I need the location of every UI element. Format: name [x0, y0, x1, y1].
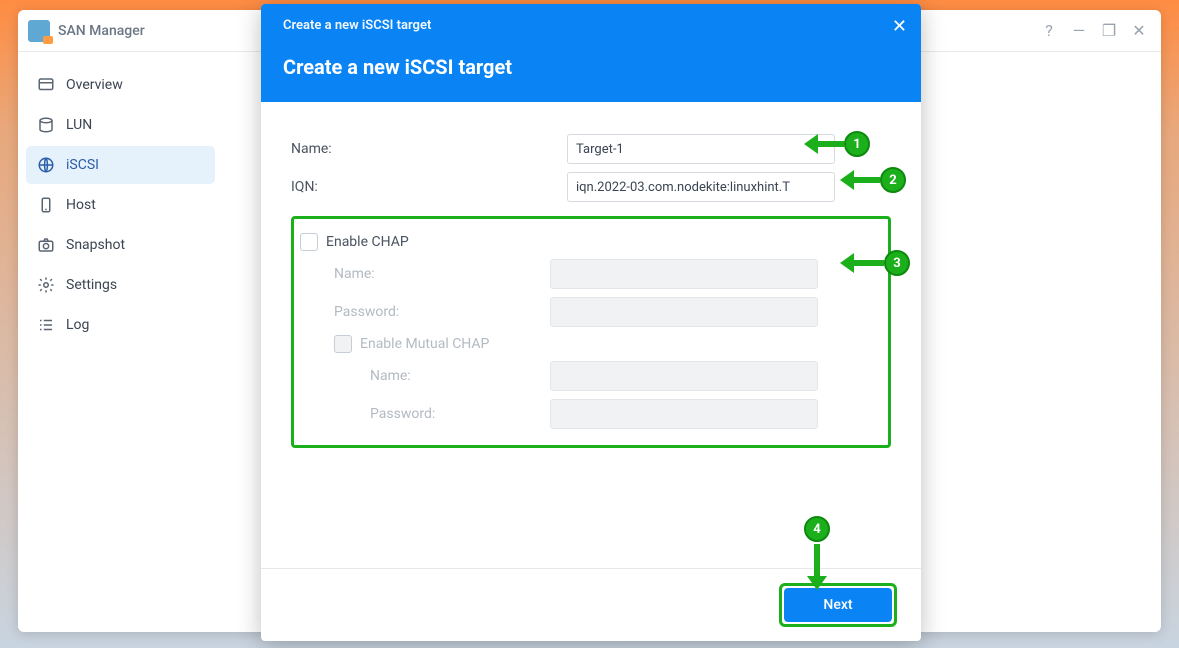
next-button[interactable]: Next — [784, 588, 892, 622]
chap-password-row: Password: — [300, 297, 878, 327]
dialog-body: Name: IQN: Enable CHAP Name: Password: E… — [261, 102, 921, 568]
mutual-name-label: Name: — [370, 368, 550, 384]
chap-name-label: Name: — [334, 266, 550, 282]
settings-icon — [36, 276, 56, 294]
chap-name-input — [550, 259, 818, 289]
chap-name-row: Name: — [300, 259, 878, 289]
name-label: Name: — [291, 141, 567, 157]
sidebar-item-settings[interactable]: Settings — [26, 266, 215, 304]
enable-mutual-chap-checkbox — [334, 335, 352, 353]
maximize-button[interactable]: ❐ — [1095, 17, 1123, 45]
snapshot-icon — [36, 236, 56, 254]
next-button-highlight: Next — [779, 583, 897, 627]
chap-password-input — [550, 297, 818, 327]
mutual-password-input — [550, 399, 818, 429]
sidebar: Overview LUN iSCSI Host Snapshot Setting… — [18, 52, 223, 632]
sidebar-item-label: Host — [66, 197, 96, 213]
sidebar-item-snapshot[interactable]: Snapshot — [26, 226, 215, 264]
dialog-title: Create a new iSCSI target — [283, 55, 899, 79]
sidebar-item-label: Settings — [66, 277, 117, 293]
chap-password-label: Password: — [334, 304, 550, 320]
iqn-row: IQN: — [291, 168, 891, 206]
dialog-header: Create a new iSCSI target ✕ Create a new… — [261, 4, 921, 102]
name-row: Name: — [291, 130, 891, 168]
enable-chap-row[interactable]: Enable CHAP — [300, 233, 878, 251]
close-button[interactable]: ✕ — [1125, 17, 1153, 45]
sidebar-item-host[interactable]: Host — [26, 186, 215, 224]
sidebar-item-log[interactable]: Log — [26, 306, 215, 344]
enable-mutual-chap-label: Enable Mutual CHAP — [360, 336, 576, 352]
dialog-small-title: Create a new iSCSI target — [283, 18, 899, 33]
sidebar-item-label: LUN — [66, 117, 92, 133]
iqn-label: IQN: — [291, 179, 567, 195]
overview-icon — [36, 76, 56, 94]
lun-icon — [36, 116, 56, 134]
sidebar-item-overview[interactable]: Overview — [26, 66, 215, 104]
mutual-name-input — [550, 361, 818, 391]
iqn-input[interactable] — [567, 172, 835, 202]
help-button[interactable]: ? — [1035, 17, 1063, 45]
host-icon — [36, 196, 56, 214]
mutual-name-row: Name: — [300, 361, 878, 391]
dialog-close-button[interactable]: ✕ — [892, 16, 907, 37]
enable-chap-label: Enable CHAP — [326, 234, 572, 250]
dialog-footer: Next — [261, 568, 921, 641]
sidebar-item-label: Snapshot — [66, 237, 125, 253]
sidebar-item-label: Overview — [66, 77, 123, 93]
name-input[interactable] — [567, 134, 835, 164]
iscsi-icon — [36, 156, 56, 174]
sidebar-item-lun[interactable]: LUN — [26, 106, 215, 144]
log-icon — [36, 316, 56, 334]
chap-section-highlight: Enable CHAP Name: Password: Enable Mutua… — [291, 216, 891, 448]
minimize-button[interactable]: — — [1065, 17, 1093, 45]
sidebar-item-label: iSCSI — [66, 157, 99, 173]
enable-chap-checkbox[interactable] — [300, 233, 318, 251]
sidebar-item-iscsi[interactable]: iSCSI — [26, 146, 215, 184]
mutual-password-label: Password: — [370, 406, 550, 422]
create-iscsi-target-dialog: Create a new iSCSI target ✕ Create a new… — [261, 4, 921, 641]
mutual-password-row: Password: — [300, 399, 878, 429]
sidebar-item-label: Log — [66, 317, 89, 333]
enable-mutual-chap-row: Enable Mutual CHAP — [300, 335, 878, 353]
app-icon — [28, 20, 50, 42]
